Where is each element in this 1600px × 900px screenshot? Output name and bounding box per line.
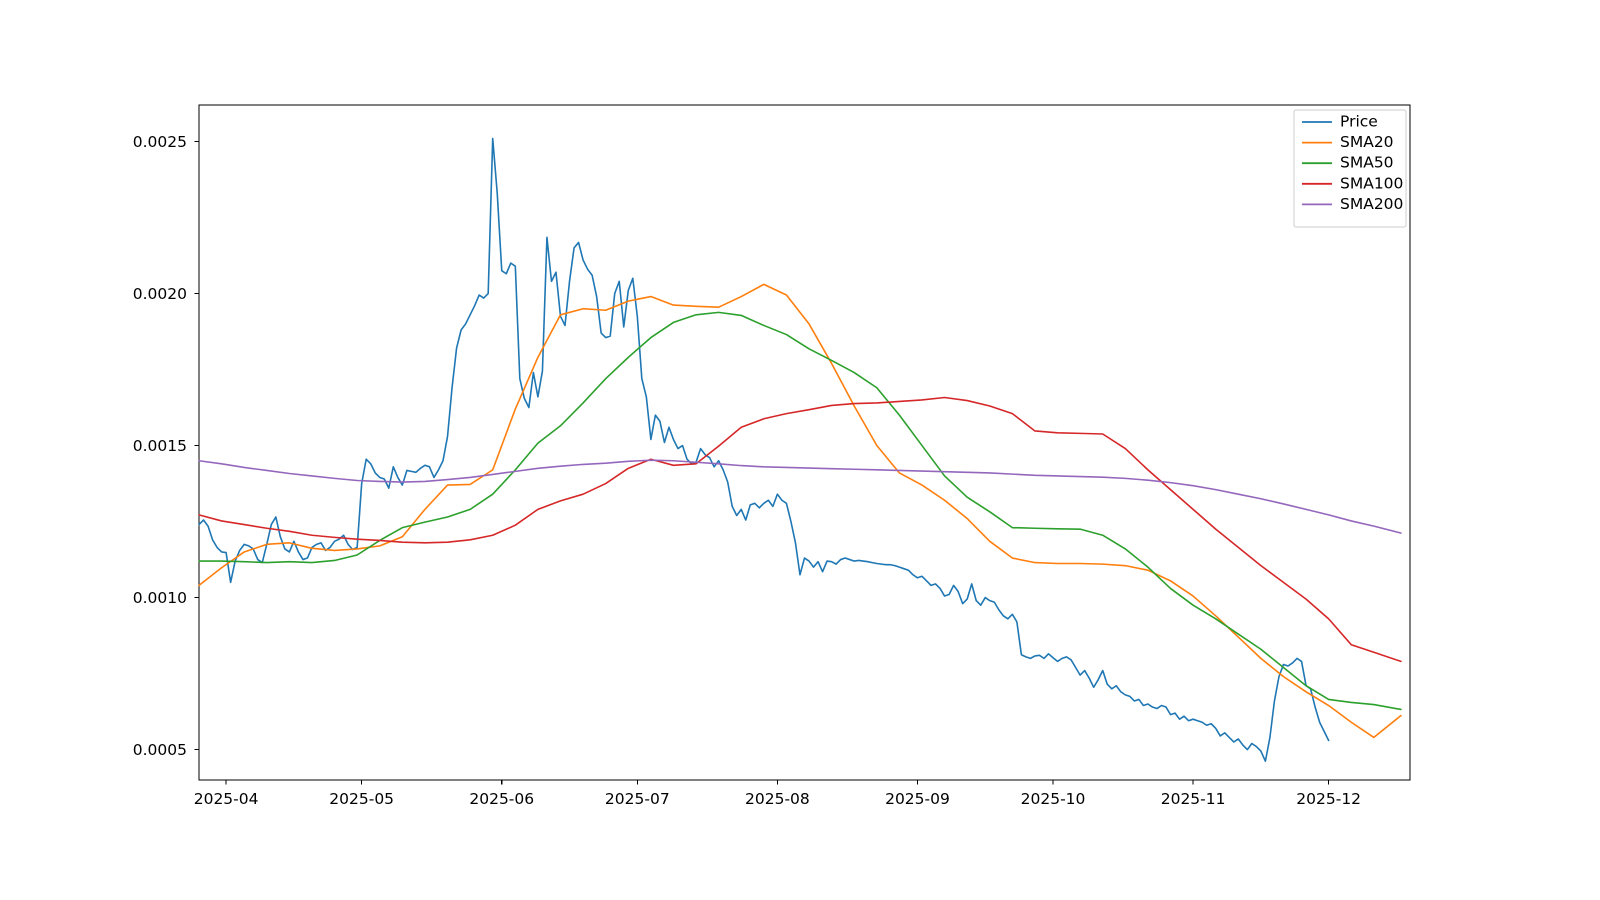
x-tick-label: 2025-10 [1021,790,1086,808]
y-tick-label: 0.0025 [133,133,187,151]
x-tick-label: 2025-06 [469,790,534,808]
legend-label-sma200: SMA200 [1340,195,1403,213]
series-line-sma20 [198,283,1402,739]
x-tick-label: 2025-05 [329,790,394,808]
y-tick-label: 0.0020 [133,285,187,303]
series-lines [198,137,1402,762]
x-tick-label: 2025-11 [1161,790,1226,808]
chart-legend: Price SMA20 SMA50 SMA100 SMA200 [1293,109,1407,228]
x-tick-label: 2025-04 [194,790,259,808]
legend-label-sma100: SMA100 [1340,174,1403,192]
legend-box [1293,109,1407,228]
legend-label-sma50: SMA50 [1340,154,1394,172]
y-tick-label: 0.0010 [133,589,187,607]
series-line-price [198,137,1330,762]
plot-background [199,105,1410,780]
legend-label-sma20: SMA20 [1340,133,1394,151]
series-line-sma100 [198,396,1402,663]
y-axis-ticks: 0.0005 0.0010 0.0015 0.0020 0.0025 [133,133,199,759]
series-line-sma50 [198,311,1402,711]
x-tick-label: 2025-09 [885,790,950,808]
x-tick-label: 2025-08 [745,790,810,808]
y-tick-label: 0.0005 [133,741,187,759]
axis-frame [198,104,1411,781]
series-line-sma200 [198,459,1402,534]
legend-label-price: Price [1340,113,1378,131]
y-tick-label: 0.0015 [133,437,187,455]
x-tick-label: 2025-07 [605,790,670,808]
x-tick-label: 2025-12 [1296,790,1361,808]
x-axis-ticks: 2025-04 2025-05 2025-06 2025-07 2025-08 2025-… [194,780,1361,808]
